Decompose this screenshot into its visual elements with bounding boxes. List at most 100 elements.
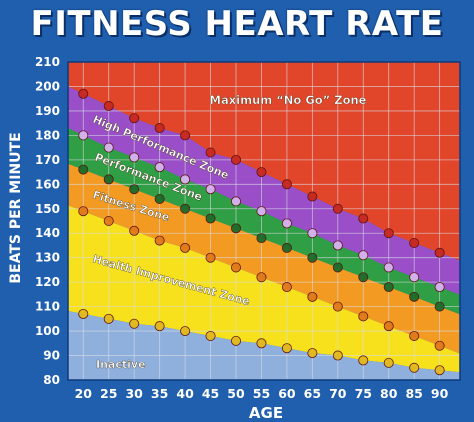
marker-fitness-6 (230, 262, 241, 273)
x-tick-label-12: 80 (380, 386, 398, 401)
marker-performance-8 (281, 242, 292, 253)
marker-fitness-4 (180, 242, 191, 253)
x-tick-label-13: 85 (405, 386, 422, 401)
x-tick-label-0: 20 (75, 386, 93, 401)
zone-band-1 (68, 86, 460, 295)
y-tick-label-11: 190 (35, 104, 60, 118)
zone-label-0: Maximum “No Go” Zone (210, 93, 367, 107)
marker-performance-9 (307, 252, 318, 263)
zone-band-2 (68, 128, 460, 315)
marker-inactive-3 (154, 321, 165, 332)
marker-performance-4 (180, 203, 191, 214)
marker-high_performance-0 (78, 130, 89, 141)
marker-fitness-11 (358, 311, 369, 322)
marker-max-7 (256, 167, 267, 178)
marker-max-13 (409, 238, 420, 249)
marker-fitness-10 (332, 301, 343, 312)
marker-performance-1 (103, 174, 114, 185)
x-tick-label-4: 40 (176, 386, 194, 401)
marker-fitness-7 (256, 272, 267, 283)
marker-inactive-12 (383, 357, 394, 368)
marker-high_performance-6 (230, 196, 241, 207)
marker-high_performance-9 (307, 228, 318, 239)
marker-fitness-8 (281, 282, 292, 293)
zone-band-4 (68, 205, 460, 373)
plot-frame (67, 61, 461, 381)
marker-high_performance-4 (180, 174, 191, 185)
marker-inactive-1 (103, 313, 114, 324)
marker-max-1 (103, 101, 114, 112)
marker-max-8 (281, 179, 292, 190)
y-ticks-layer: 80 90 100 110 120 130 140 150 160 170 180 190 200 210 (35, 55, 60, 387)
x-tick-label-14: 90 (431, 386, 449, 401)
marker-max-4 (180, 130, 191, 141)
marker-inactive-10 (332, 350, 343, 361)
marker-performance-7 (256, 233, 267, 244)
zones-layer (68, 62, 460, 380)
x-tick-label-5: 45 (202, 386, 219, 401)
marker-fitness-14 (434, 340, 445, 351)
marker-inactive-5 (205, 330, 216, 341)
zone-band-3 (68, 163, 460, 354)
y-tick-label-7: 150 (35, 202, 60, 216)
x-tick-label-9: 65 (304, 386, 321, 401)
marker-max-14 (434, 247, 445, 258)
marker-high_performance-13 (409, 272, 420, 283)
marker-performance-2 (129, 184, 140, 195)
grid-layer (67, 61, 461, 381)
marker-fitness-9 (307, 291, 318, 302)
y-tick-label-1: 90 (43, 349, 60, 363)
x-axis-label: AGE (249, 404, 283, 422)
marker-high_performance-5 (205, 184, 216, 195)
marker-performance-13 (409, 291, 420, 302)
marker-performance-14 (434, 301, 445, 312)
marker-fitness-0 (78, 206, 89, 217)
marker-performance-12 (383, 282, 394, 293)
marker-high_performance-7 (256, 206, 267, 217)
y-tick-label-4: 120 (35, 275, 60, 289)
zone-band-0 (68, 62, 460, 261)
marker-fitness-12 (383, 321, 394, 332)
y-tick-label-6: 140 (35, 226, 60, 240)
marker-inactive-11 (358, 355, 369, 366)
x-tick-label-8: 60 (278, 386, 296, 401)
marker-max-0 (78, 88, 89, 99)
marker-max-5 (205, 147, 216, 158)
y-tick-label-12: 200 (35, 79, 60, 93)
x-tick-label-1: 25 (100, 386, 117, 401)
marker-performance-0 (78, 164, 89, 175)
x-tick-label-7: 55 (253, 386, 270, 401)
marker-max-10 (332, 203, 343, 214)
marker-performance-5 (205, 213, 216, 224)
marker-inactive-8 (281, 343, 292, 354)
y-tick-label-8: 160 (35, 177, 60, 191)
marker-inactive-0 (78, 308, 89, 319)
zone-label-5: Inactive (96, 358, 146, 371)
y-tick-label-3: 110 (35, 300, 60, 314)
marker-high_performance-12 (383, 262, 394, 273)
marker-high_performance-10 (332, 240, 343, 251)
markers-layer (78, 88, 445, 376)
marker-high_performance-3 (154, 162, 165, 173)
marker-high_performance-2 (129, 152, 140, 163)
marker-performance-6 (230, 223, 241, 234)
marker-max-9 (307, 191, 318, 202)
marker-fitness-13 (409, 330, 420, 341)
marker-inactive-2 (129, 318, 140, 329)
marker-performance-10 (332, 262, 343, 273)
marker-high_performance-14 (434, 282, 445, 293)
marker-fitness-5 (205, 252, 216, 263)
marker-max-12 (383, 228, 394, 239)
marker-max-11 (358, 213, 369, 224)
x-tick-label-6: 50 (227, 386, 245, 401)
marker-max-2 (129, 113, 140, 124)
y-tick-label-10: 180 (35, 128, 60, 142)
chart-title: FITNESS HEART RATE (30, 4, 444, 44)
y-tick-label-9: 170 (35, 153, 60, 167)
marker-fitness-2 (129, 225, 140, 236)
marker-inactive-13 (409, 362, 420, 373)
marker-inactive-4 (180, 326, 191, 337)
y-tick-label-0: 80 (43, 373, 60, 387)
marker-inactive-6 (230, 335, 241, 346)
